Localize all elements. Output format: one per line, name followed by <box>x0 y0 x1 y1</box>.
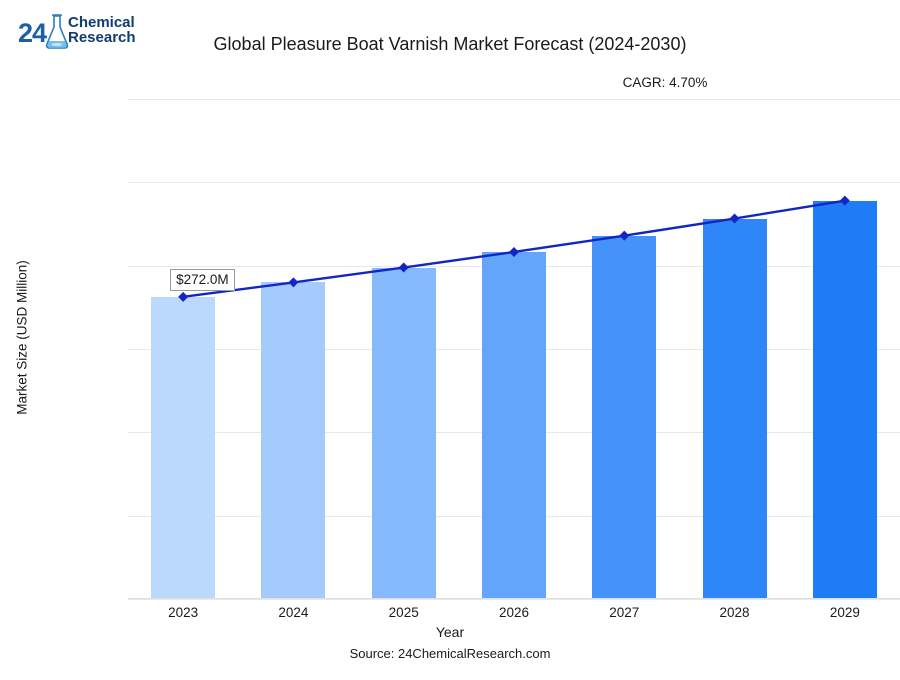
x-axis-tick-label: 2029 <box>829 605 860 620</box>
logo-wordmark: Chemical Research <box>68 15 136 45</box>
x-axis-tick-label: 2023 <box>168 605 199 620</box>
gridline <box>128 599 900 600</box>
x-axis-tick-label: 2028 <box>719 605 750 620</box>
bar-2029[interactable] <box>812 200 877 599</box>
logo-number: 24 <box>18 18 47 48</box>
x-axis-tick-label: 2025 <box>388 605 419 620</box>
bar-2028[interactable] <box>702 218 767 599</box>
plot-area: $0.0M$75.0M$150.0M$225.1M$300.1M$375.1M$… <box>128 99 900 620</box>
gridline <box>128 99 900 100</box>
x-axis-line <box>128 598 900 599</box>
page-title: Global Pleasure Boat Varnish Market Fore… <box>213 34 687 54</box>
x-axis-tick-label: 2027 <box>609 605 640 620</box>
bar-2027[interactable] <box>592 235 657 599</box>
x-axis-title: Year <box>435 624 465 640</box>
source-note: Source: 24ChemicalResearch.com <box>349 646 551 661</box>
bar-2025[interactable] <box>371 267 436 599</box>
brand-logo[interactable]: 24 Chemical Research <box>18 12 148 54</box>
x-axis-tick-label: 2026 <box>498 605 529 620</box>
logo-line-2: Research <box>68 29 136 46</box>
logo-line-1: Chemical <box>68 14 135 31</box>
y-axis-title: Market Size (USD Million) <box>14 260 30 415</box>
bar-2024[interactable] <box>261 282 326 599</box>
gridline <box>128 182 900 184</box>
flask-icon <box>45 14 69 49</box>
cagr-annotation: CAGR: 4.70% <box>622 75 708 90</box>
data-label-2023: $272.0M <box>170 268 235 291</box>
x-axis-tick-label: 2024 <box>278 605 309 620</box>
bar-2026[interactable] <box>482 251 546 599</box>
bar-2023[interactable] <box>151 296 216 599</box>
